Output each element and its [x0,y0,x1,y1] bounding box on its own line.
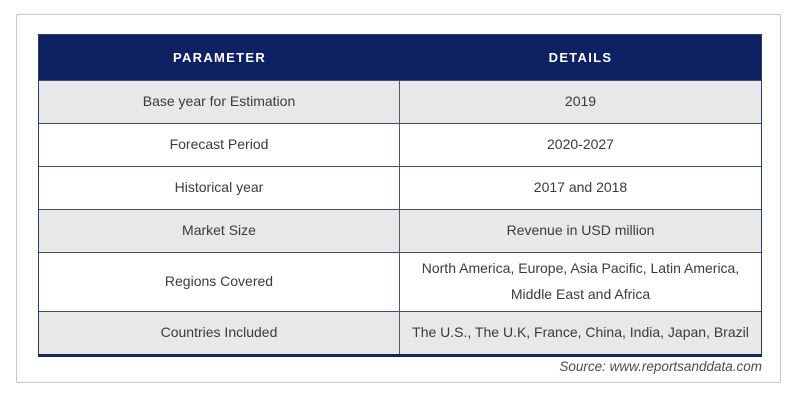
table-row-base-year: Base year for Estimation 2019 [39,80,761,123]
details-cell: North America, Europe, Asia Pacific, Lat… [421,260,740,302]
parameter-cell: Market Size [39,210,400,252]
table-row-market-size: Market Size Revenue in USD million [39,209,761,252]
parameter-cell: Countries Included [39,311,400,354]
table-row-regions-covered: Regions Covered North America, Europe, A… [39,252,761,311]
table-row-countries-included: Countries Included The U.S., The U.K, Fr… [39,310,761,354]
column-header-details: DETAILS [548,50,613,65]
table-header-row: PARAMETER DETAILS [39,35,761,80]
parameter-cell: Historical year [39,167,400,209]
source-attribution: Source: www.reportsanddata.com [559,359,762,374]
details-cell: The U.S., The U.K, France, China, India,… [412,323,749,340]
table-row-forecast-period: Forecast Period 2020-2027 [39,123,761,166]
details-cell: 2019 [564,93,597,110]
table-row-historical-year: Historical year 2017 and 2018 [39,166,761,209]
parameter-cell: Forecast Period [39,124,400,166]
parameter-cell: Regions Covered [39,253,400,311]
column-header-parameter: PARAMETER [172,50,267,65]
parameter-cell: Base year for Estimation [39,81,400,123]
details-cell: 2017 and 2018 [533,179,628,196]
details-cell: Revenue in USD million [506,222,655,239]
details-cell: 2020-2027 [547,136,614,153]
report-scope-table: PARAMETER DETAILS Base year for Estimati… [38,34,762,357]
